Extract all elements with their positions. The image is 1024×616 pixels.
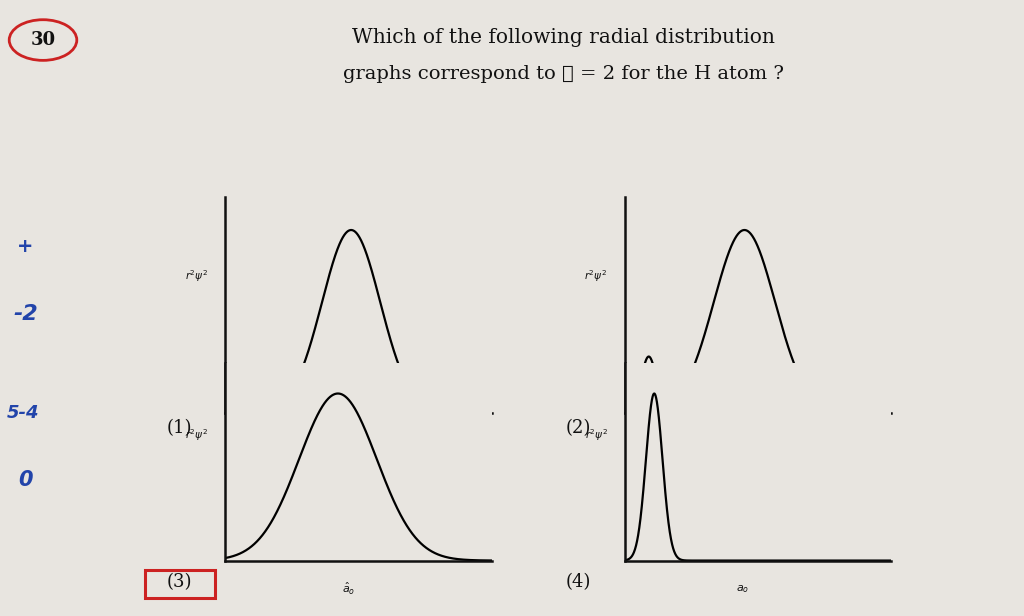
Text: (3): (3) (167, 573, 191, 591)
Text: $a_o$: $a_o$ (340, 436, 353, 448)
Text: -2: -2 (13, 304, 38, 324)
Text: $r^2\psi^2$: $r^2\psi^2$ (184, 268, 208, 283)
Text: graphs correspond to ℓ = 2 for the H atom ?: graphs correspond to ℓ = 2 for the H ato… (343, 65, 783, 83)
Text: +: + (17, 237, 34, 256)
Text: $r^2\psi^2$: $r^2\psi^2$ (185, 428, 208, 443)
Text: 0: 0 (18, 471, 33, 490)
Text: 30: 30 (31, 31, 55, 49)
Text: $r^2\psi^2$: $r^2\psi^2$ (584, 268, 607, 283)
Text: $r^2\psi^2$: $r^2\psi^2$ (585, 428, 608, 443)
Text: $a_o$: $a_o$ (736, 583, 750, 595)
Text: $\hat{a}_o$: $\hat{a}_o$ (341, 581, 355, 597)
Text: (2): (2) (566, 419, 591, 437)
Text: $a_o$: $a_o$ (738, 436, 751, 448)
Text: 5-4: 5-4 (6, 403, 39, 422)
Text: Which of the following radial distribution: Which of the following radial distributi… (352, 28, 774, 47)
Text: (1): (1) (167, 419, 191, 437)
Text: (4): (4) (566, 573, 591, 591)
